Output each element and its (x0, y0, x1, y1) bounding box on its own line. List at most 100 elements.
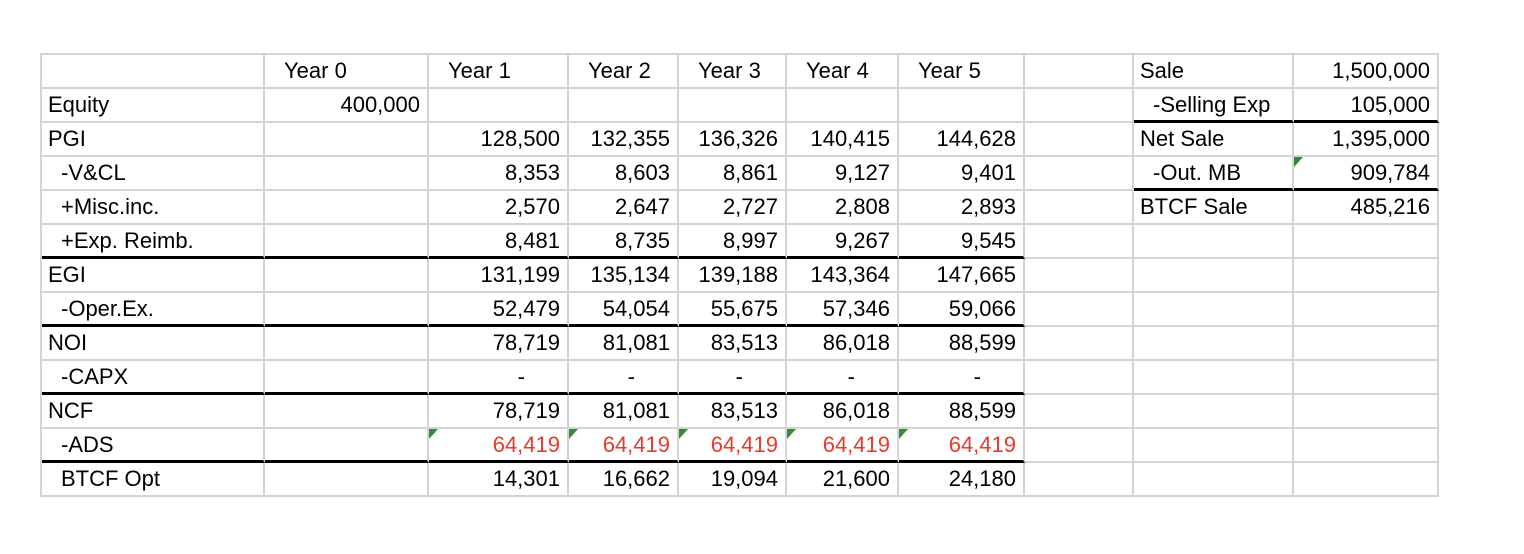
cell-oper-ex-year5[interactable]: 59,066 (899, 293, 1025, 327)
cell-equity-year0[interactable]: 400,000 (265, 89, 429, 123)
spacer-cell[interactable] (1025, 225, 1134, 259)
cell-btcf-sale-value[interactable]: 485,216 (1294, 191, 1439, 225)
cell-noi-year4[interactable]: 86,018 (787, 327, 899, 361)
cell-exp-reimb-year4[interactable]: 9,267 (787, 225, 899, 259)
cell-misc-inc-year2[interactable]: 2,647 (569, 191, 679, 225)
cell-oper-ex-year3[interactable]: 55,675 (679, 293, 787, 327)
cell-ads-year0[interactable] (265, 429, 429, 463)
row-label-btcf-sale[interactable]: BTCF Sale (1134, 191, 1294, 225)
row-label-ads[interactable]: -ADS (42, 429, 265, 463)
empty-cell[interactable] (1134, 225, 1294, 259)
empty-cell[interactable] (1294, 395, 1439, 429)
corner-cell[interactable] (42, 55, 265, 89)
cell-noi-year1[interactable]: 78,719 (429, 327, 569, 361)
cell-pgi-year5[interactable]: 144,628 (899, 123, 1025, 157)
cell-ncf-year0[interactable] (265, 395, 429, 429)
cell-noi-year5[interactable]: 88,599 (899, 327, 1025, 361)
cell-btcf-opt-year0[interactable] (265, 463, 429, 497)
empty-cell[interactable] (1294, 293, 1439, 327)
spacer-cell[interactable] (1025, 157, 1134, 191)
col-header-year-2[interactable]: Year 2 (569, 55, 679, 89)
cell-pgi-year3[interactable]: 136,326 (679, 123, 787, 157)
spacer-cell[interactable] (1025, 123, 1134, 157)
cell-egi-year1[interactable]: 131,199 (429, 259, 569, 293)
cell-selling-exp-value[interactable]: 105,000 (1294, 89, 1439, 123)
row-label-exp-reimb[interactable]: +Exp. Reimb. (42, 225, 265, 259)
cell-vcl-year1[interactable]: 8,353 (429, 157, 569, 191)
col-header-year-3[interactable]: Year 3 (679, 55, 787, 89)
cell-egi-year3[interactable]: 139,188 (679, 259, 787, 293)
cell-btcf-opt-year1[interactable]: 14,301 (429, 463, 569, 497)
row-label-oper-ex[interactable]: -Oper.Ex. (42, 293, 265, 327)
cell-equity-year3[interactable] (679, 89, 787, 123)
spacer-cell[interactable] (1025, 259, 1134, 293)
cell-equity-year2[interactable] (569, 89, 679, 123)
empty-cell[interactable] (1294, 361, 1439, 395)
spacer-cell[interactable] (1025, 361, 1134, 395)
cell-btcf-opt-year4[interactable]: 21,600 (787, 463, 899, 497)
cell-capx-year1[interactable]: - (429, 361, 569, 395)
cell-oper-ex-year0[interactable] (265, 293, 429, 327)
cell-capx-year4[interactable]: - (787, 361, 899, 395)
empty-cell[interactable] (1134, 259, 1294, 293)
empty-cell[interactable] (1134, 361, 1294, 395)
empty-cell[interactable] (1134, 327, 1294, 361)
spacer-cell[interactable] (1025, 89, 1134, 123)
row-label-selling-exp[interactable]: -Selling Exp (1134, 89, 1294, 123)
row-label-equity[interactable]: Equity (42, 89, 265, 123)
row-label-egi[interactable]: EGI (42, 259, 265, 293)
cell-btcf-opt-year5[interactable]: 24,180 (899, 463, 1025, 497)
cell-ads-year2[interactable]: 64,419 (569, 429, 679, 463)
cell-egi-year5[interactable]: 147,665 (899, 259, 1025, 293)
cell-equity-year4[interactable] (787, 89, 899, 123)
cell-btcf-opt-year2[interactable]: 16,662 (569, 463, 679, 497)
col-header-year-0[interactable]: Year 0 (265, 55, 429, 89)
cell-pgi-year1[interactable]: 128,500 (429, 123, 569, 157)
row-label-vcl[interactable]: -V&CL (42, 157, 265, 191)
col-header-year-4[interactable]: Year 4 (787, 55, 899, 89)
empty-cell[interactable] (1294, 225, 1439, 259)
spacer-cell[interactable] (1025, 395, 1134, 429)
cell-out-mb-value[interactable]: 909,784 (1294, 157, 1439, 191)
empty-cell[interactable] (1134, 395, 1294, 429)
cell-ads-year5[interactable]: 64,419 (899, 429, 1025, 463)
row-label-btcf-opt[interactable]: BTCF Opt (42, 463, 265, 497)
spacer-cell[interactable] (1025, 55, 1134, 89)
row-label-out-mb[interactable]: -Out. MB (1134, 157, 1294, 191)
cell-exp-reimb-year3[interactable]: 8,997 (679, 225, 787, 259)
cell-pgi-year2[interactable]: 132,355 (569, 123, 679, 157)
cell-capx-year3[interactable]: - (679, 361, 787, 395)
cell-exp-reimb-year1[interactable]: 8,481 (429, 225, 569, 259)
cell-capx-year0[interactable] (265, 361, 429, 395)
cell-exp-reimb-year5[interactable]: 9,545 (899, 225, 1025, 259)
cell-noi-year2[interactable]: 81,081 (569, 327, 679, 361)
empty-cell[interactable] (1134, 463, 1294, 497)
cell-ads-year3[interactable]: 64,419 (679, 429, 787, 463)
row-label-pgi[interactable]: PGI (42, 123, 265, 157)
cell-misc-inc-year4[interactable]: 2,808 (787, 191, 899, 225)
spacer-cell[interactable] (1025, 463, 1134, 497)
cell-vcl-year5[interactable]: 9,401 (899, 157, 1025, 191)
cell-ads-year1[interactable]: 64,419 (429, 429, 569, 463)
cell-misc-inc-year1[interactable]: 2,570 (429, 191, 569, 225)
empty-cell[interactable] (1294, 259, 1439, 293)
cell-equity-year1[interactable] (429, 89, 569, 123)
col-header-year-1[interactable]: Year 1 (429, 55, 569, 89)
cell-oper-ex-year4[interactable]: 57,346 (787, 293, 899, 327)
cell-capx-year5[interactable]: - (899, 361, 1025, 395)
row-label-noi[interactable]: NOI (42, 327, 265, 361)
cell-noi-year3[interactable]: 83,513 (679, 327, 787, 361)
row-label-capx[interactable]: -CAPX (42, 361, 265, 395)
cell-egi-year4[interactable]: 143,364 (787, 259, 899, 293)
spacer-cell[interactable] (1025, 429, 1134, 463)
cell-exp-reimb-year2[interactable]: 8,735 (569, 225, 679, 259)
empty-cell[interactable] (1294, 327, 1439, 361)
cell-sale-value[interactable]: 1,500,000 (1294, 55, 1439, 89)
spacer-cell[interactable] (1025, 293, 1134, 327)
empty-cell[interactable] (1134, 429, 1294, 463)
cell-oper-ex-year1[interactable]: 52,479 (429, 293, 569, 327)
row-label-sale[interactable]: Sale (1134, 55, 1294, 89)
empty-cell[interactable] (1294, 463, 1439, 497)
row-label-misc-inc[interactable]: +Misc.inc. (42, 191, 265, 225)
cell-vcl-year0[interactable] (265, 157, 429, 191)
